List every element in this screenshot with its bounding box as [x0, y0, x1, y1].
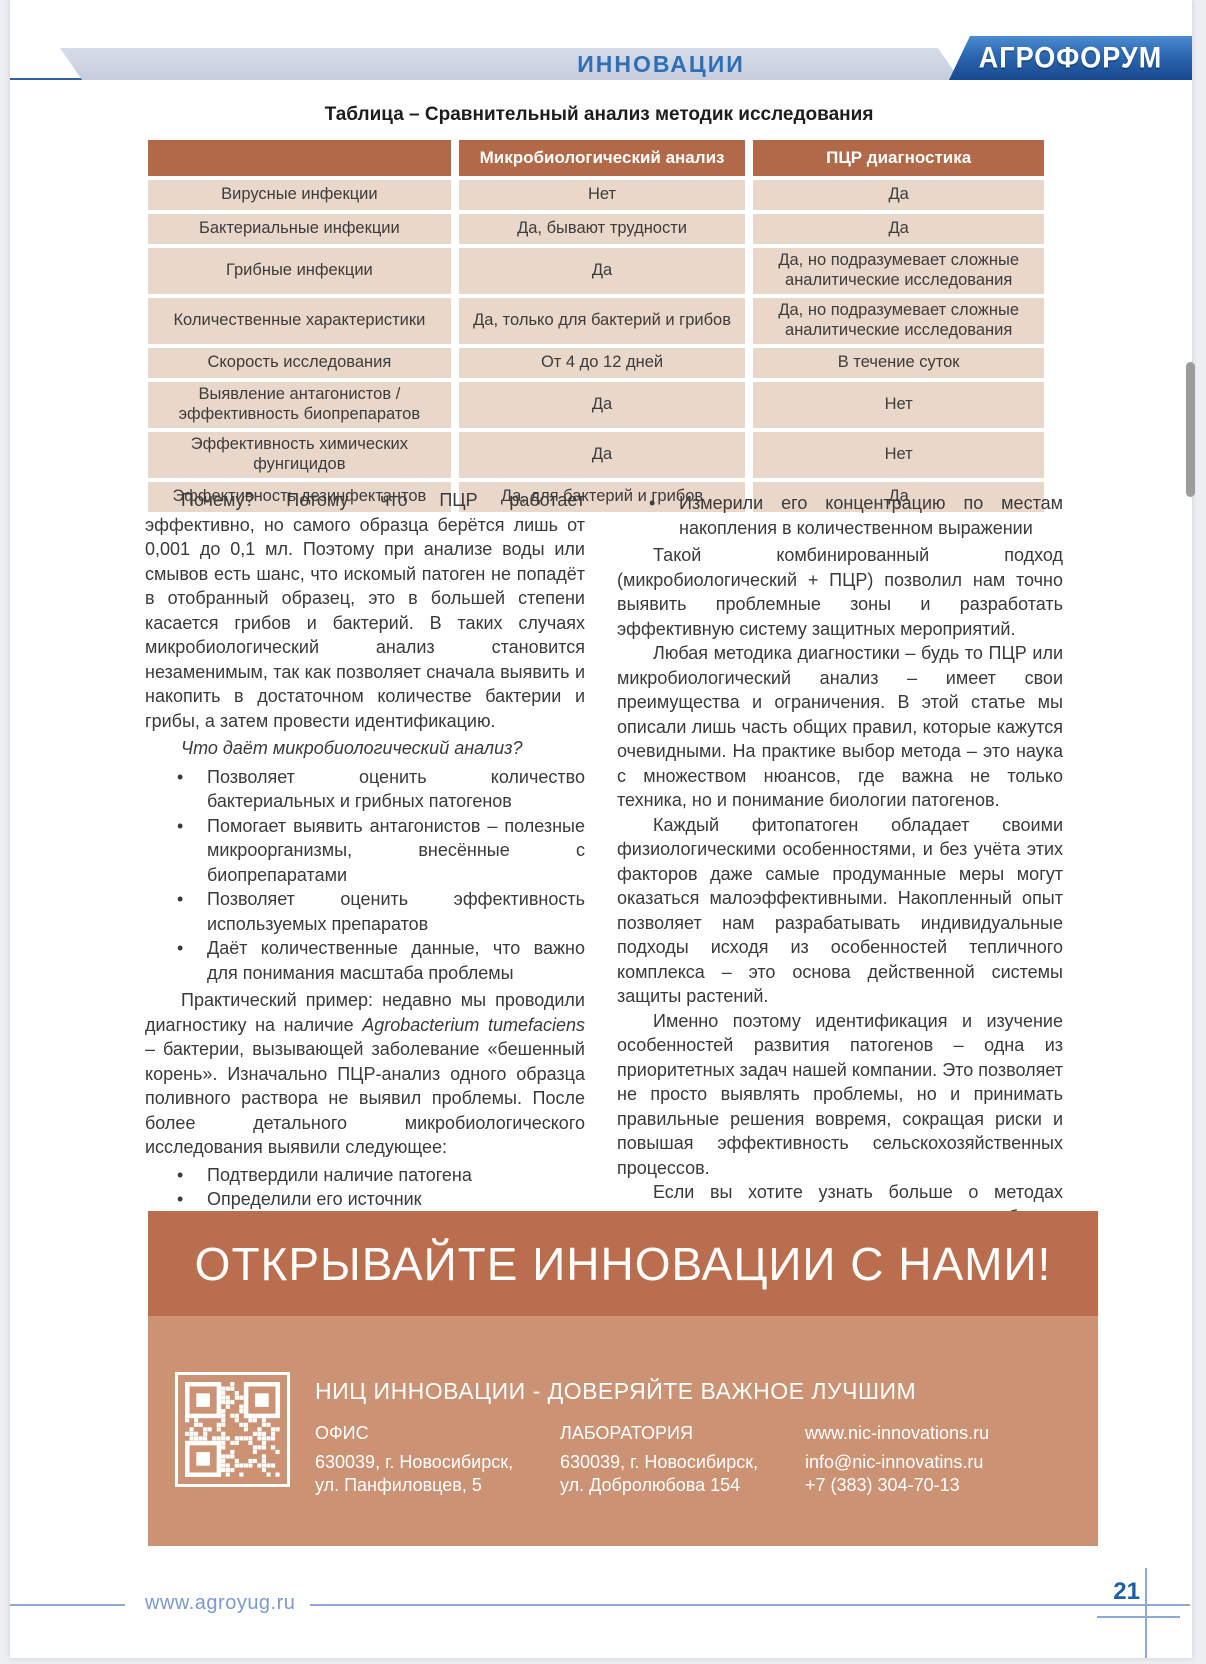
paragraph: Практический пример: недавно мы проводил…	[145, 988, 585, 1160]
cell-criterion: Вирусные инфекции	[148, 180, 451, 210]
ad-info-panel: НИЦ ИННОВАЦИИ - ДОВЕРЯЙТЕ ВАЖНОЕ ЛУЧШИМ …	[148, 1316, 1098, 1546]
comparison-table: Микробиологический анализ ПЦР диагностик…	[140, 136, 1052, 516]
cell-micro: Да, только для бактерий и грибов	[458, 298, 746, 344]
header-cell-pcr: ПЦР диагностика	[753, 140, 1044, 176]
cell-criterion: Количественные характеристики	[148, 298, 451, 344]
ad-headline: ОТКРЫВАЙТЕ ИННОВАЦИИ С НАМИ!	[194, 1237, 1052, 1290]
table-row: Бактериальные инфекции Да, бывают трудно…	[148, 214, 1044, 244]
footer-rule-right	[310, 1604, 1190, 1606]
table-row: Количественные характеристики Да, только…	[148, 298, 1044, 344]
ad-headline-band: ОТКРЫВАЙТЕ ИННОВАЦИИ С НАМИ!	[148, 1211, 1098, 1316]
cell-micro: Нет	[458, 180, 746, 210]
footer-rule-left	[10, 1604, 125, 1606]
lab-address-line: 630039, г. Новосибирск,	[560, 1452, 759, 1472]
table-row: Выявление антагонистов / эффективность б…	[148, 382, 1044, 428]
header-cell-micro: Микробиологический анализ	[458, 140, 746, 176]
footer-rule-short	[1097, 1616, 1180, 1618]
paragraph: Такой комбинированный подход (микробиоло…	[617, 545, 1063, 639]
ad-email-link[interactable]: info@nic-innovatins.ru	[805, 1452, 984, 1472]
magazine-page: ИННОВАЦИИ АГРОФОРУМ Таблица – Сравнитель…	[10, 0, 1192, 1658]
cell-pcr: Нет	[753, 382, 1044, 428]
page-number: 21	[1113, 1578, 1140, 1605]
findings-list-continued: Измерили его концентрацию по местам нако…	[617, 491, 1063, 540]
cell-micro: Да	[458, 382, 746, 428]
text-run: – бактерии, вызывающей заболевание «беше…	[145, 1039, 585, 1157]
list-item: Позволяет оценить количество бактериальн…	[177, 765, 585, 814]
list-item: Позволяет оценить эффективность использу…	[177, 887, 585, 936]
qr-code-image	[175, 1372, 290, 1487]
article-left-column: Почему? Потому что ПЦР работает эффектив…	[145, 488, 585, 1239]
benefits-list: Позволяет оценить количество бактериальн…	[145, 765, 585, 986]
paragraph: Именно поэтому идентификация и изучение …	[617, 1010, 1063, 1178]
ad-phone-link[interactable]: +7 (383) 304-70-13	[805, 1475, 960, 1495]
cell-micro: Да	[458, 248, 746, 294]
cell-pcr: Да, но подразумевает сложные аналитическ…	[753, 248, 1044, 294]
cell-pcr: Да	[753, 214, 1044, 244]
cell-criterion: Эффективность дезинфектантов	[148, 481, 451, 512]
section-title: ИННОВАЦИИ	[577, 51, 745, 77]
table-title: Таблица – Сравнительный анализ методик и…	[324, 104, 874, 125]
table-row: Скорость исследования От 4 до 12 дней В …	[148, 348, 1044, 378]
cell-micro: Да	[458, 432, 746, 478]
cell-criterion: Скорость исследования	[148, 348, 451, 378]
ad-office-column: ОФИС 630039, г. Новосибирск, ул. Панфило…	[315, 1422, 513, 1497]
text-run: Практический пример: недавно мы проводил…	[145, 990, 585, 1035]
italic-question: Что даёт микробиологический анализ?	[181, 738, 523, 758]
magazine-logo-banner: АГРОФОРУМ	[949, 36, 1192, 80]
table-row: Эффективность химических фунгицидов Да Н…	[148, 432, 1044, 478]
ad-contacts-column: www.nic-innovations.ru info@nic-innovati…	[805, 1422, 989, 1497]
paragraph: Почему? Потому что ПЦР работает эффектив…	[145, 490, 585, 731]
table-row: Грибные инфекции Да Да, но подразумевает…	[148, 248, 1044, 294]
publisher-site-link[interactable]: www.agroyug.ru	[145, 1592, 296, 1614]
list-item: Измерили его концентрацию по местам нако…	[649, 491, 1063, 540]
section-banner	[60, 48, 960, 80]
magazine-logo: АГРОФОРУМ	[978, 41, 1163, 74]
list-item: Подтвердили наличие патогена	[177, 1163, 585, 1188]
lab-label: ЛАБОРАТОРИЯ	[560, 1423, 693, 1443]
list-item: Определили его источник	[177, 1187, 585, 1212]
cell-micro: От 4 до 12 дней	[458, 348, 746, 378]
paragraph: Каждый фитопатоген обладает своими физио…	[617, 814, 1063, 1007]
scrollbar-thumb[interactable]	[1186, 362, 1195, 497]
cell-criterion: Выявление антагонистов / эффективность б…	[148, 382, 451, 428]
species-name: Agrobacterium tumefaciens	[362, 1014, 585, 1035]
cell-pcr: В течение суток	[753, 348, 1044, 378]
table-row: Вирусные инфекции Нет Да	[148, 180, 1044, 210]
lab-address-line: ул. Добролюбова 154	[560, 1475, 741, 1495]
ad-subheadline: НИЦ ИННОВАЦИИ - ДОВЕРЯЙТЕ ВАЖНОЕ ЛУЧШИМ	[315, 1378, 917, 1404]
ad-lab-column: ЛАБОРАТОРИЯ 630039, г. Новосибирск, ул. …	[560, 1422, 758, 1497]
advertisement-block: ОТКРЫВАЙТЕ ИННОВАЦИИ С НАМИ! НИЦ ИННОВАЦ…	[148, 1211, 1098, 1546]
cell-pcr: Да, но подразумевает сложные аналитическ…	[753, 298, 1044, 344]
footer-rule-vertical	[1145, 1568, 1147, 1658]
article-right-column: Измерили его концентрацию по местам нако…	[617, 488, 1063, 1278]
cell-micro: Да, бывают трудности	[458, 214, 746, 244]
paragraph: Любая методика диагностики – будь то ПЦР…	[617, 643, 1063, 810]
cell-criterion: Бактериальные инфекции	[148, 214, 451, 244]
cell-criterion: Грибные инфекции	[148, 248, 451, 294]
office-address-line: ул. Панфиловцев, 5	[315, 1475, 482, 1495]
list-item: Помогает выявить антагонистов – полезные…	[177, 814, 585, 888]
ad-website-link[interactable]: www.nic-innovations.ru	[805, 1423, 990, 1443]
list-item: Даёт количественные данные, что важно дл…	[177, 936, 585, 985]
office-address-line: 630039, г. Новосибирск,	[315, 1452, 514, 1472]
header-cell-empty	[148, 140, 451, 176]
cell-pcr: Да	[753, 180, 1044, 210]
cell-criterion: Эффективность химических фунгицидов	[148, 432, 451, 478]
cell-pcr: Нет	[753, 432, 1044, 478]
table-header-row: Микробиологический анализ ПЦР диагностик…	[148, 140, 1044, 176]
office-label: ОФИС	[315, 1423, 369, 1443]
